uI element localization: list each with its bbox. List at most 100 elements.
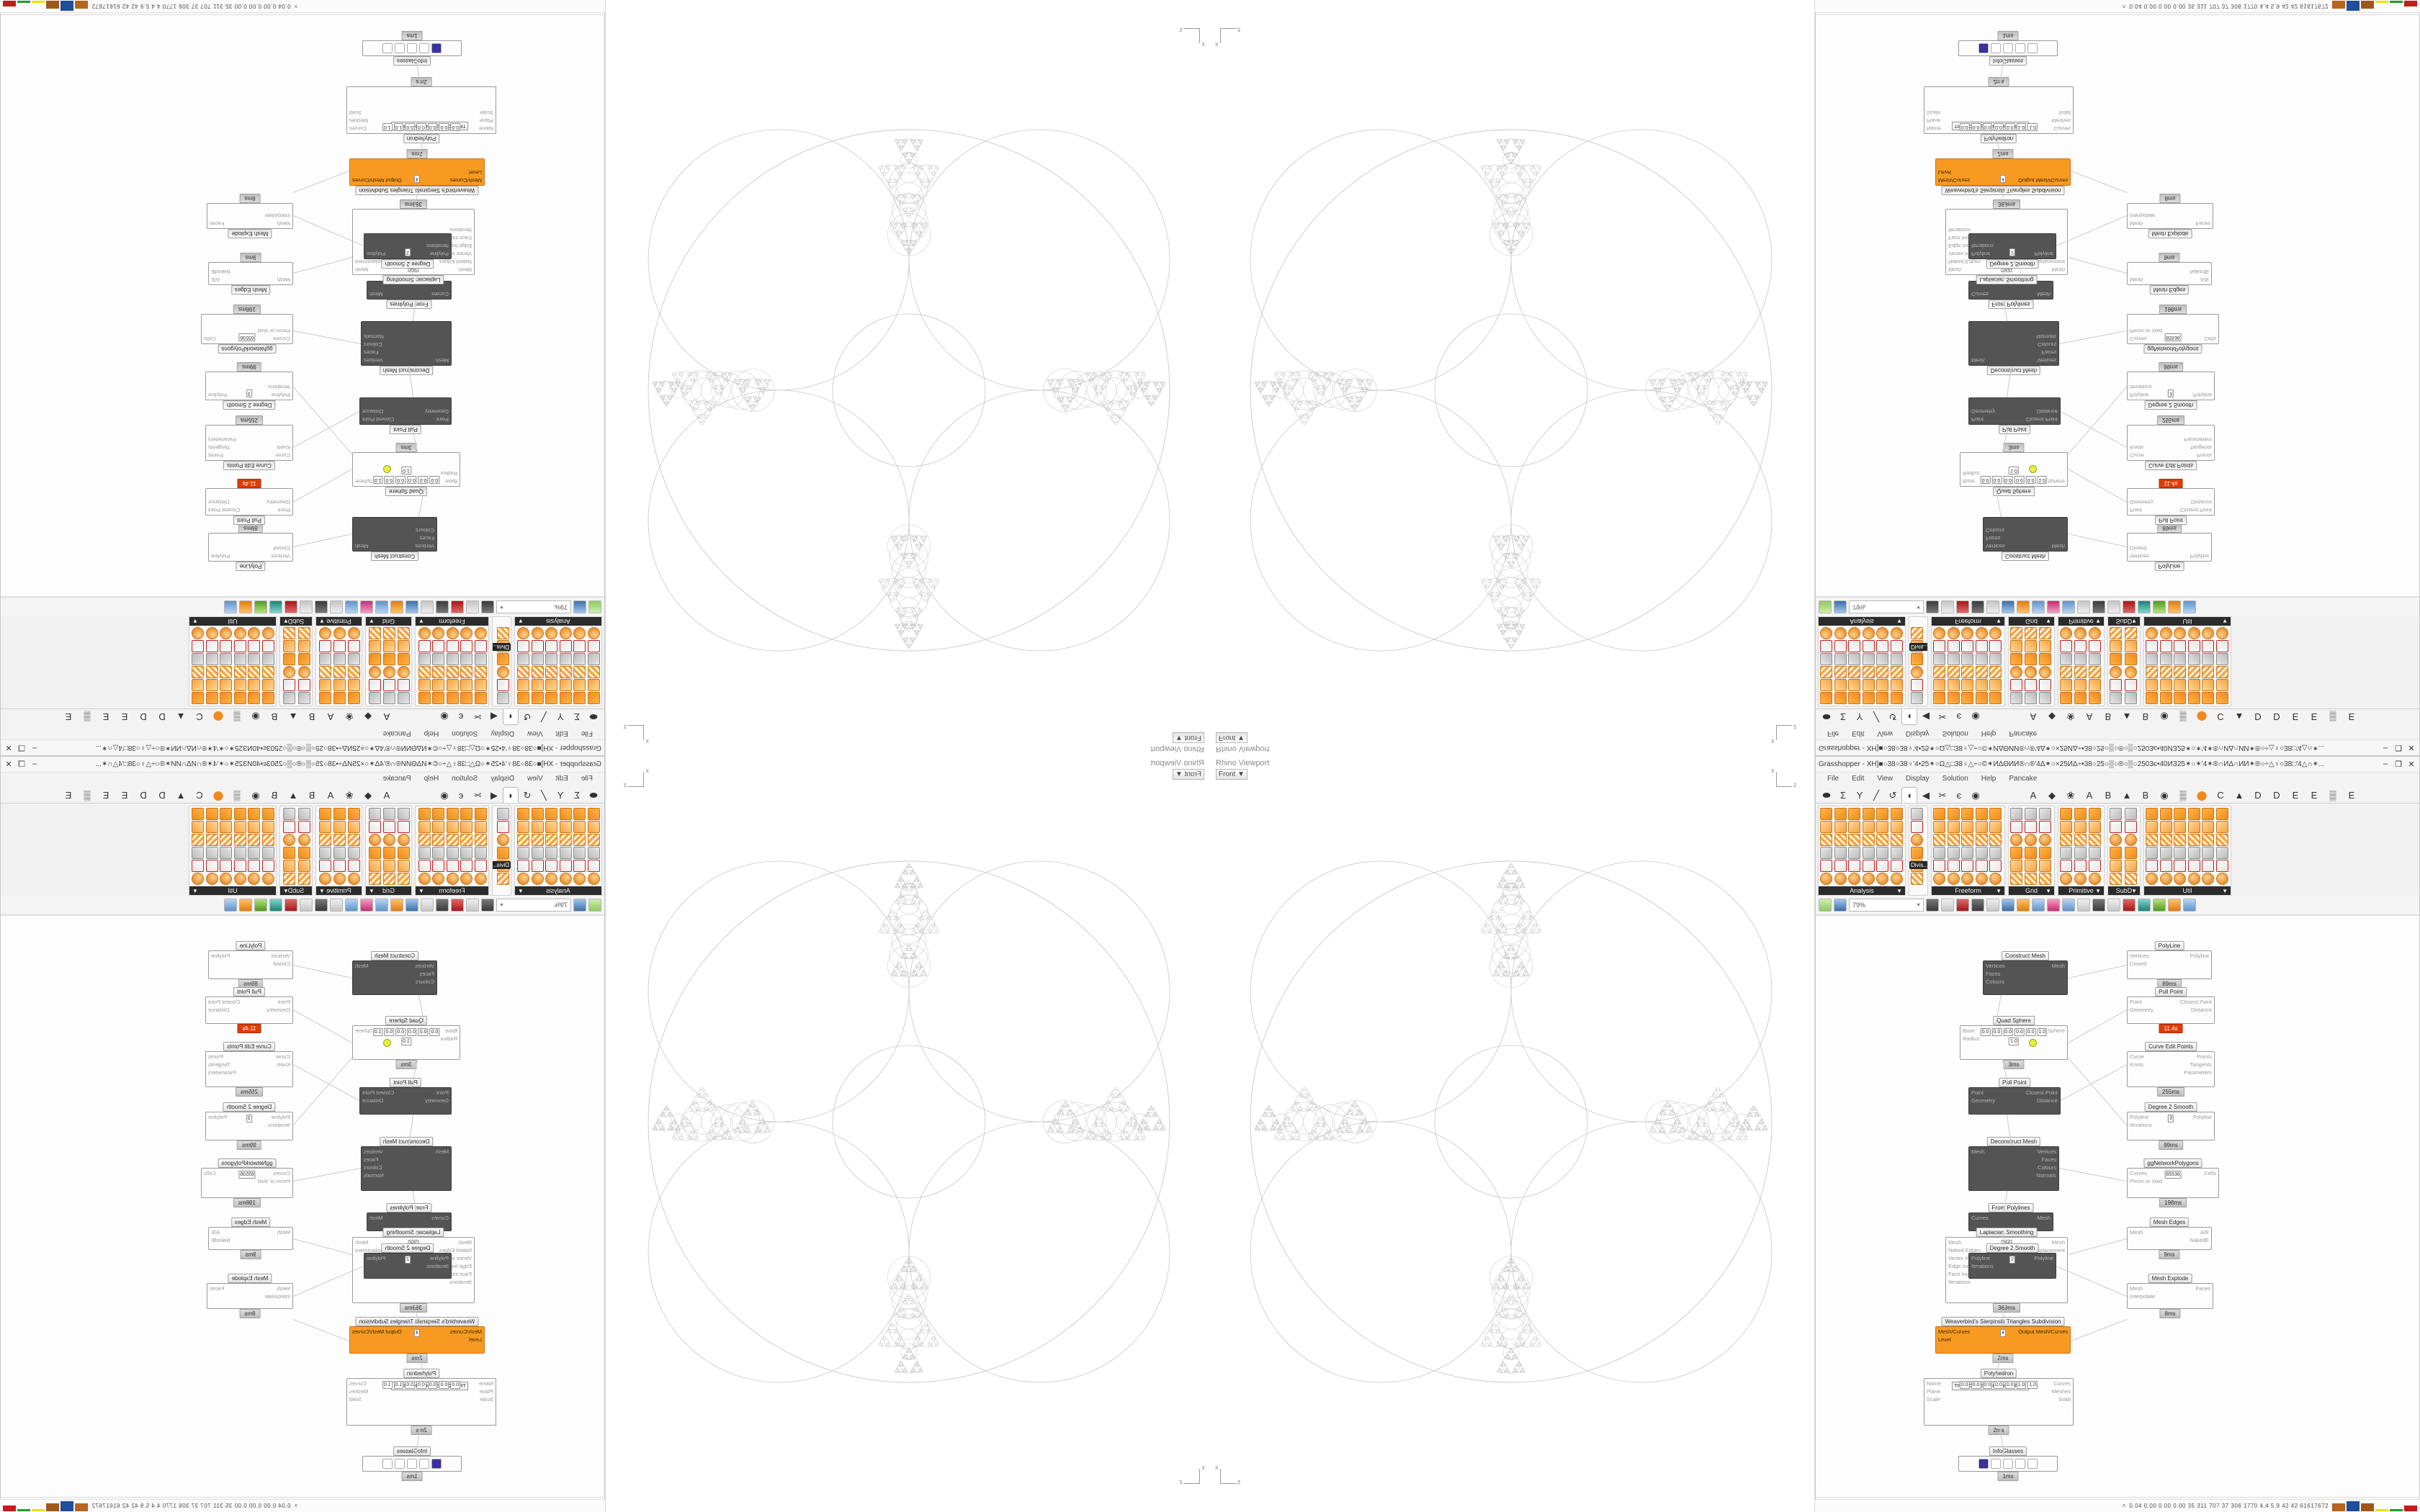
menu-item-view[interactable]: View: [527, 775, 543, 783]
component-icon[interactable]: [2215, 821, 2228, 833]
gh-input-param[interactable]: Knots: [2130, 444, 2144, 451]
gh-number-field[interactable]: 1.0: [382, 1381, 393, 1389]
component-icon[interactable]: [1876, 679, 1888, 691]
gh-component-degree-2-smooth-2[interactable]: Degree 2 Smooth Polyline Iterations Polylin…: [364, 233, 452, 269]
component-icon[interactable]: [383, 627, 395, 639]
component-icon[interactable]: [545, 873, 558, 885]
component-icon[interactable]: [1961, 834, 1974, 846]
category-tab-2[interactable]: ❀: [2066, 711, 2075, 723]
component-icon[interactable]: [1876, 821, 1888, 833]
render-flame-icon[interactable]: [1956, 899, 1969, 912]
component-icon[interactable]: [1989, 821, 2002, 833]
display-tab-7[interactable]: ✂: [473, 789, 482, 801]
gh-component-mesh-explode[interactable]: Mesh Explode Mesh Interpolate Faces 8ms: [207, 1274, 293, 1318]
gh-input-param[interactable]: Mesh: [1971, 1148, 1985, 1155]
ribbon-tabstrip[interactable]: ⬬ Σ Υ ╱ ↺ ◖ ◀ ✂ є ◉ A ◆ ❀ A B ▲ B ◉ ▒ ⬤ C ▲ D D E E ▒ E: [1816, 708, 2419, 727]
gh-output-param[interactable]: Mesh: [2051, 266, 2065, 273]
component-icon[interactable]: [369, 679, 381, 691]
component-icon[interactable]: [2010, 653, 2022, 665]
at-sign-icon[interactable]: [421, 899, 434, 912]
scissors-cross-icon[interactable]: [330, 600, 343, 613]
component-icon[interactable]: [2187, 653, 2200, 665]
category-tab-8[interactable]: ▒: [2179, 711, 2187, 722]
category-tab-10[interactable]: C: [196, 790, 203, 801]
gh-component-polyhedron[interactable]: Polyhedron Name Plane Scale Curves Meshes Soli…: [346, 1369, 496, 1435]
component-icon[interactable]: [2124, 653, 2137, 665]
category-tab-16[interactable]: ▒: [84, 790, 91, 801]
component-icon[interactable]: [262, 808, 274, 820]
display-tab-5[interactable]: ◖: [503, 787, 519, 803]
gh-input-param[interactable]: Plane: [1927, 117, 1941, 124]
component-icon[interactable]: [2010, 627, 2022, 639]
component-icon[interactable]: [2074, 834, 2087, 846]
component-icon[interactable]: [532, 692, 544, 704]
ribbon-panel-subd[interactable]: SubD ▼: [2107, 616, 2141, 706]
blob-green-icon[interactable]: [254, 600, 267, 613]
component-icon[interactable]: [460, 653, 473, 665]
component-icon[interactable]: [2110, 627, 2122, 639]
component-icon[interactable]: [206, 860, 218, 872]
component-icon[interactable]: [2010, 873, 2022, 885]
component-icon[interactable]: [2110, 692, 2122, 704]
gh-number-field[interactable]: 2: [2009, 248, 2015, 256]
gh-component-body[interactable]: Mesh Interpolate Faces: [2127, 1283, 2213, 1309]
component-icon[interactable]: [234, 666, 246, 678]
component-icon[interactable]: [2187, 692, 2200, 704]
rhino-viewport-tab[interactable]: Rhino Viewport: [1216, 759, 1269, 768]
component-icon[interactable]: [560, 653, 572, 665]
component-icon[interactable]: [460, 692, 473, 704]
component-icon[interactable]: [532, 860, 544, 872]
component-icon[interactable]: [234, 860, 246, 872]
component-icon[interactable]: [2074, 666, 2087, 678]
component-icon[interactable]: [475, 666, 487, 678]
component-icon[interactable]: [383, 821, 395, 833]
gh-component-body[interactable]: Curve Knots Points Tangents Parameters: [2127, 425, 2215, 461]
component-icon[interactable]: [2010, 860, 2022, 872]
gh-input-param[interactable]: Faces: [419, 535, 434, 541]
component-icon[interactable]: [206, 847, 218, 859]
gh-input-param[interactable]: Mesh: [1971, 357, 1985, 364]
display-tab-5[interactable]: ◖: [503, 709, 519, 725]
menu-item-help[interactable]: Help: [424, 729, 439, 737]
component-icon[interactable]: [1975, 860, 1988, 872]
component-icon[interactable]: [432, 679, 445, 691]
gh-output-param[interactable]: Mesh: [2037, 1215, 2051, 1221]
component-icon[interactable]: [262, 679, 274, 691]
component-icon[interactable]: [517, 834, 530, 846]
component-icon[interactable]: [2010, 834, 2022, 846]
category-tab-4[interactable]: B: [308, 790, 315, 801]
infoglasses-toggle-arrow-fork[interactable]: [2027, 1459, 2038, 1469]
chevron-down-icon[interactable]: ▼: [2095, 887, 2101, 894]
component-icon[interactable]: [319, 821, 331, 833]
gh-input-param[interactable]: Edge Index: [1948, 1263, 1976, 1269]
component-icon[interactable]: [2025, 679, 2037, 691]
category-tab-0[interactable]: A: [383, 711, 390, 722]
component-icon[interactable]: [1975, 627, 1988, 639]
component-icon[interactable]: [2159, 666, 2172, 678]
gh-input-param[interactable]: Geometry: [425, 1097, 449, 1104]
component-icon[interactable]: [248, 679, 261, 691]
infoglasses-toggle-wire-link[interactable]: [407, 43, 417, 53]
component-icon[interactable]: [2039, 873, 2051, 885]
chevron-down-icon[interactable]: ▼: [192, 887, 198, 894]
maximize-icon[interactable]: ❐: [2395, 743, 2402, 752]
component-icon[interactable]: [532, 666, 544, 678]
component-icon[interactable]: [2010, 692, 2022, 704]
category-tab-12[interactable]: D: [2254, 711, 2262, 722]
component-icon[interactable]: [2089, 873, 2101, 885]
gh-number-field[interactable]: 65536: [238, 333, 256, 341]
component-icon[interactable]: [1876, 860, 1888, 872]
component-icon[interactable]: [560, 640, 572, 652]
component-icon[interactable]: [369, 640, 381, 652]
component-icon[interactable]: [262, 821, 274, 833]
display-tab-8[interactable]: є: [458, 711, 464, 722]
category-tab-15[interactable]: E: [102, 790, 109, 801]
component-icon[interactable]: [588, 821, 600, 833]
component-icon[interactable]: [220, 666, 233, 678]
gh-output-param[interactable]: Colours: [2038, 1164, 2056, 1171]
sphere-black-icon[interactable]: [2092, 899, 2105, 912]
gh-input-param[interactable]: Faces: [419, 971, 434, 977]
category-tab-9[interactable]: ⬤: [2196, 789, 2208, 801]
layout-icon[interactable]: [2017, 600, 2030, 613]
gh-component-body[interactable]: Vertices Faces Colours Mesh: [1983, 517, 2068, 552]
